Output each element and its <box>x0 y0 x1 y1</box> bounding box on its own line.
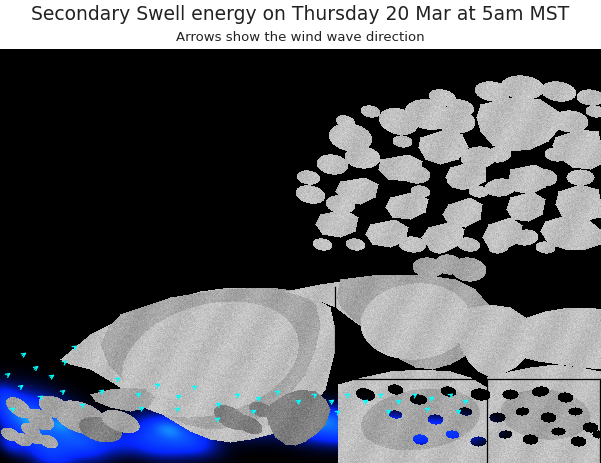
Text: Arrows show the wind wave direction: Arrows show the wind wave direction <box>176 31 425 44</box>
Text: Secondary Swell energy on Thursday 20 Mar at 5am MST: Secondary Swell energy on Thursday 20 Ma… <box>31 6 570 25</box>
